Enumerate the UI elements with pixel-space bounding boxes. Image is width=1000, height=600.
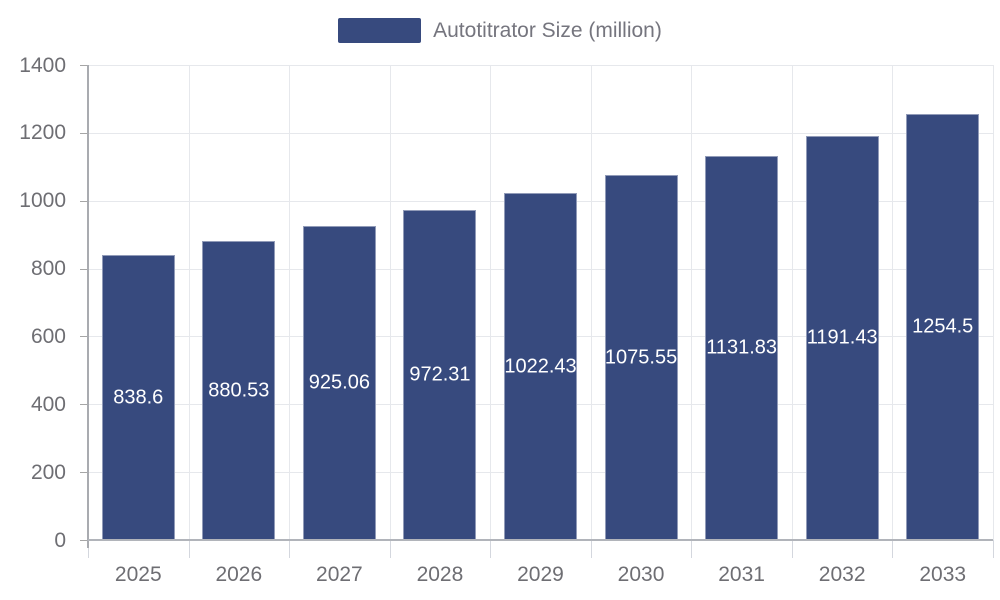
x-axis-tick (490, 540, 492, 558)
x-axis-tick-label: 2025 (114, 563, 162, 586)
bar-2025[interactable] (101, 255, 175, 540)
h-gridline (88, 65, 993, 66)
bar-2026[interactable] (202, 241, 276, 540)
x-axis-tick (389, 540, 391, 558)
x-axis-tick-label: 2033 (919, 563, 967, 586)
legend-item[interactable]: Autotitrator Size (million) (0, 18, 1000, 43)
x-axis-tick (88, 540, 89, 558)
legend-label: Autotitrator Size (million) (433, 18, 662, 42)
x-axis-tick-label: 2027 (316, 563, 363, 586)
y-axis-tick-label: 1000 (19, 189, 66, 213)
y-axis-tick (80, 404, 88, 406)
v-gridline (289, 65, 291, 540)
x-axis-tick-label: 2028 (416, 563, 464, 586)
bar-2030[interactable] (604, 175, 678, 540)
y-axis-tick-label: 0 (54, 528, 66, 552)
x-axis-tick (289, 540, 291, 558)
y-axis-line (87, 65, 89, 548)
x-axis-tick-label: 2026 (215, 563, 263, 586)
x-axis-tick (892, 540, 894, 558)
y-axis-tick-label: 200 (30, 460, 66, 484)
y-axis-tick-label: 800 (30, 257, 66, 281)
x-axis-tick (691, 540, 693, 558)
v-gridline (993, 65, 994, 540)
x-axis-tick-label: 2031 (718, 563, 765, 586)
v-gridline (590, 65, 592, 540)
x-axis-tick (590, 540, 592, 558)
bar-2027[interactable] (302, 226, 376, 540)
v-gridline (892, 65, 894, 540)
y-axis-tick-label: 600 (30, 324, 66, 348)
x-axis-tick (188, 540, 190, 558)
y-axis-tick (80, 268, 88, 270)
x-axis-tick-label: 2032 (818, 563, 866, 586)
x-axis-tick-label: 2030 (617, 563, 665, 586)
y-axis-tick (80, 336, 88, 338)
y-axis-tick-label: 1200 (19, 121, 66, 145)
y-axis-tick (80, 472, 88, 474)
x-axis-line (88, 539, 993, 541)
bar-2029[interactable] (504, 193, 577, 540)
x-axis-tick-label: 2029 (517, 563, 564, 586)
y-axis-tick-label: 1400 (19, 53, 66, 77)
h-gridline (88, 132, 993, 134)
bar-2033[interactable] (906, 114, 980, 540)
bar-2031[interactable] (705, 155, 779, 540)
bar-2032[interactable] (805, 135, 879, 540)
y-axis-tick (80, 540, 88, 541)
v-gridline (490, 65, 492, 540)
v-gridline (691, 65, 693, 540)
legend-swatch-icon (338, 18, 422, 43)
y-axis-tick (80, 132, 88, 134)
y-axis-tick (80, 65, 88, 66)
x-axis-tick (993, 540, 994, 558)
bar-2028[interactable] (403, 210, 477, 540)
x-axis-tick (791, 540, 793, 558)
v-gridline (791, 65, 793, 540)
v-gridline (389, 65, 391, 540)
v-gridline (188, 65, 190, 540)
y-axis-tick (80, 200, 88, 202)
y-axis-tick-label: 400 (30, 392, 66, 416)
